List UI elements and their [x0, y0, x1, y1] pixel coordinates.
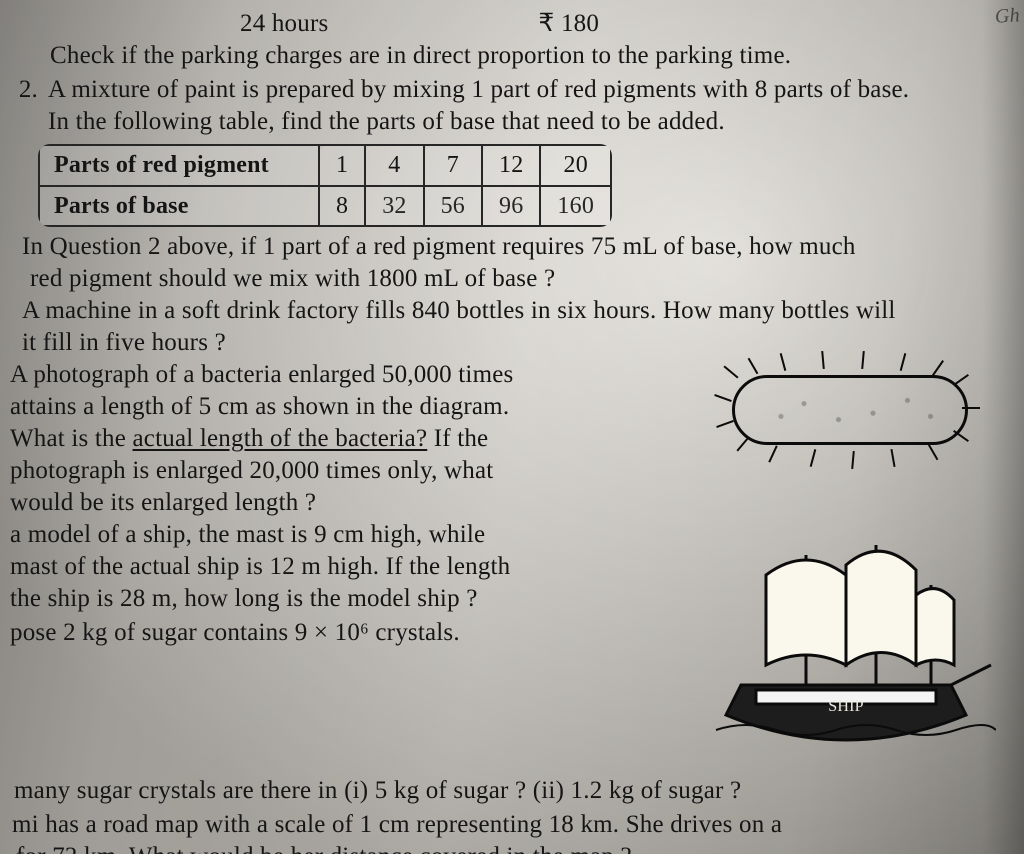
q3-line2: red pigment should we mix with 1800 mL o… [30, 263, 996, 295]
q5-l3a: What is the [10, 425, 133, 452]
proportion-table: Parts of red pigment 1 4 7 12 20 Parts o… [38, 144, 612, 227]
q5-with-figure: A photograph of a bacteria enlarged 50,0… [10, 359, 996, 519]
q5-line4: photograph is enlarged 20,000 times only… [10, 455, 686, 487]
row1-label: Parts of red pigment [39, 145, 319, 186]
header-right: 180 [538, 8, 599, 40]
page: Gh 24 hours 180 Check if the parking cha… [0, 0, 1024, 854]
q5-line3: What is the actual length of the bacteri… [10, 423, 686, 455]
q8-line2: for 72 km. What would be her distance co… [16, 841, 996, 854]
q5-line5: would be its enlarged length ? [10, 487, 686, 519]
q5-line2: attains a length of 5 cm as shown in the… [10, 391, 686, 423]
q6-line3: the ship is 28 m, how long is the model … [10, 583, 686, 615]
q2-line1: A mixture of paint is prepared by mixing… [48, 74, 996, 106]
table-row: Parts of base 8 32 56 96 160 [39, 186, 611, 227]
q8-line1: mi has a road map with a scale of 1 cm r… [12, 809, 996, 841]
page-curl-text: Gh [994, 3, 1021, 30]
ship-figure: SHIP [696, 515, 996, 775]
bacteria-figure [702, 353, 992, 463]
hand-cell: 96 [482, 186, 540, 227]
header-left: 24 hours [240, 8, 328, 40]
hand-cell: 56 [424, 186, 482, 227]
q5-l3b: If the [427, 425, 488, 452]
hand-cell: 160 [540, 186, 611, 227]
q7-line1: pose 2 kg of sugar contains 9 × 10⁶ crys… [10, 617, 686, 649]
hand-cell: 32 [365, 186, 423, 227]
q5-underline: actual length of the bacteria? [133, 425, 428, 452]
cell: 7 [424, 145, 482, 186]
q6-with-figure: a model of a ship, the mast is 9 cm high… [10, 519, 996, 775]
cell: 8 [319, 186, 365, 227]
table-row: Parts of red pigment 1 4 7 12 20 [39, 145, 611, 186]
q4-line1: A machine in a soft drink factory fills … [22, 295, 996, 327]
q2-line2: In the following table, find the parts o… [48, 106, 996, 138]
header-row: 24 hours 180 [240, 8, 996, 40]
cell: 1 [319, 145, 365, 186]
ship-label: SHIP [828, 698, 863, 715]
cell: 4 [365, 145, 423, 186]
cell: 20 [540, 145, 611, 186]
cell: 12 [482, 145, 540, 186]
row2-label: Parts of base [39, 186, 319, 227]
q1-check-line: Check if the parking charges are in dire… [50, 40, 996, 72]
q3-line1: In Question 2 above, if 1 part of a red … [22, 231, 996, 263]
question-2: 2. A mixture of paint is prepared by mix… [10, 74, 996, 138]
q6-line1: a model of a ship, the mast is 9 cm high… [10, 519, 686, 551]
q6-line2: mast of the actual ship is 12 m high. If… [10, 551, 686, 583]
q2-number: 2. [10, 74, 38, 138]
q5-line1: A photograph of a bacteria enlarged 50,0… [10, 359, 686, 391]
q7-line2: many sugar crystals are there in (i) 5 k… [14, 775, 996, 807]
